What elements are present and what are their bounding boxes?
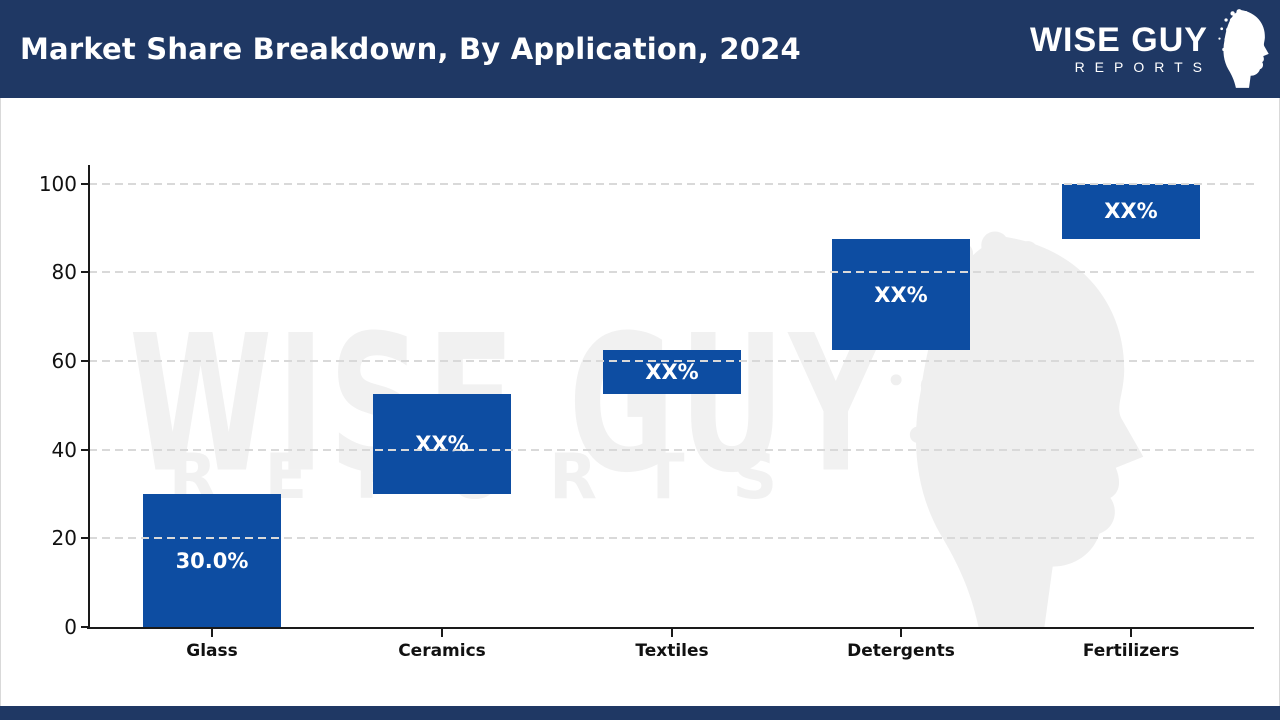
y-axis-tick-mark — [81, 537, 89, 540]
bar-segment-textiles: XX% — [603, 350, 741, 395]
header-bar: Market Share Breakdown, By Application, … — [0, 0, 1280, 98]
x-axis-category-label: Ceramics — [398, 641, 486, 661]
y-axis-tick-label: 60 — [51, 349, 77, 374]
x-axis-category-label: Textiles — [635, 641, 709, 661]
x-axis-tick-mark — [211, 629, 213, 637]
gridline-y-60 — [89, 360, 1257, 363]
x-axis-category-label: Detergents — [847, 641, 955, 661]
x-axis-category-label: Fertilizers — [1082, 641, 1180, 661]
y-axis-tick-label: 0 — [64, 615, 77, 639]
brand-name: WISE GUY — [1029, 21, 1208, 60]
y-axis-tick-label: 80 — [51, 260, 77, 285]
x-axis-tick-mark — [1130, 629, 1132, 637]
bar-value-label: XX% — [415, 432, 469, 457]
gridline-y-20 — [89, 537, 1257, 540]
plot-area: 0 20 40 60 80 100 30.0% Glass XX% Ceramics XX% Text… — [1, 98, 1279, 706]
gridline-y-100 — [89, 182, 1257, 185]
gridline-y-40 — [89, 448, 1257, 451]
bar-segment-detergents: XX% — [832, 239, 970, 350]
x-axis-tick-mark — [441, 629, 443, 637]
brand-tagline: REPORTS — [1074, 58, 1212, 75]
y-axis-tick-mark — [81, 448, 89, 451]
bar-segment-ceramics: XX% — [373, 394, 511, 495]
page-title: Market Share Breakdown, By Application, … — [20, 32, 801, 66]
x-axis-line — [87, 627, 1254, 629]
y-axis-line — [88, 165, 90, 629]
y-axis-tick-mark — [81, 360, 89, 363]
bar-value-label: XX% — [645, 360, 699, 385]
y-axis-tick-mark — [81, 182, 89, 185]
brand-logo: WISE GUY REPORTS — [1030, 6, 1270, 92]
y-axis-tick-mark — [81, 626, 89, 628]
y-axis-tick-label: 100 — [38, 171, 77, 196]
bar-value-label: XX% — [1104, 199, 1158, 224]
x-axis-category-label: Glass — [186, 641, 238, 661]
bar-value-label: XX% — [874, 282, 928, 307]
bar-value-label: 30.0% — [175, 548, 249, 573]
brand-logo-text: WISE GUY REPORTS — [1029, 21, 1208, 74]
chart-canvas: WISE GUY REPORTS 02040608010030.0%GlassX… — [0, 98, 1280, 706]
gridline-y-80 — [89, 271, 1257, 274]
footer-bar — [0, 706, 1280, 720]
y-axis-tick-label: 20 — [51, 526, 77, 551]
x-axis-tick-mark — [671, 629, 673, 637]
bar-segment-fertilizers: XX% — [1062, 183, 1200, 240]
x-axis-tick-mark — [900, 629, 902, 637]
y-axis-tick-mark — [81, 271, 89, 274]
dotted-head-icon — [1218, 9, 1269, 88]
bar-segment-glass: 30.0% — [143, 494, 281, 627]
y-axis-tick-label: 40 — [51, 437, 77, 462]
